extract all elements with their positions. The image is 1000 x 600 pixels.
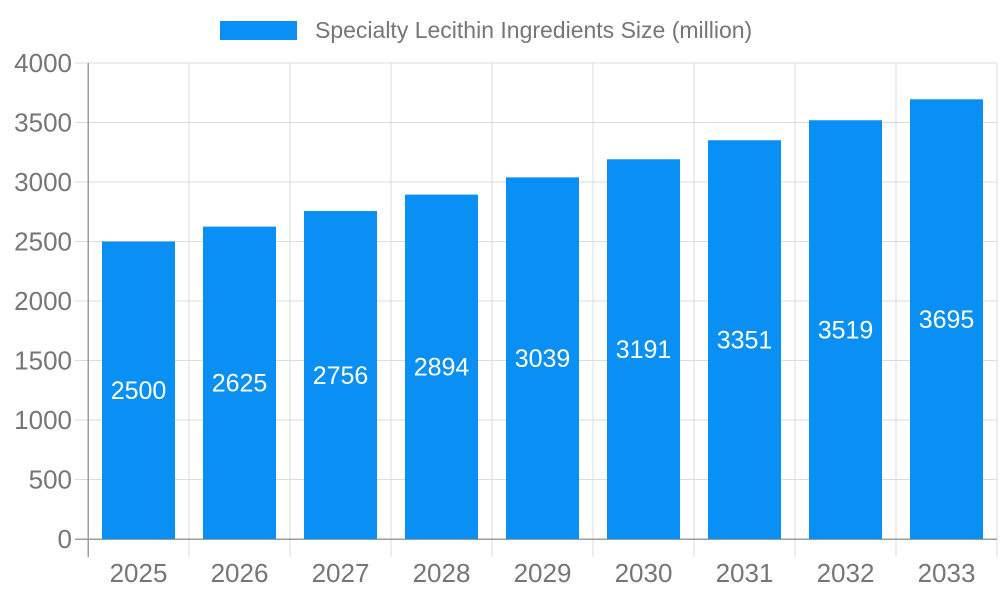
bar-2028[interactable] — [405, 194, 478, 539]
legend[interactable]: Specialty Lecithin Ingredients Size (mil… — [220, 13, 752, 47]
bar-value-label-2025: 2500 — [111, 377, 167, 405]
y-axis-tick-label: 0 — [58, 524, 72, 554]
x-axis-tick-label: 2031 — [716, 558, 774, 588]
legend-swatch[interactable] — [220, 20, 297, 40]
x-axis-tick-label: 2028 — [413, 558, 471, 588]
bar-2026[interactable] — [203, 226, 276, 539]
bar-value-label-2028: 2894 — [414, 354, 470, 382]
x-axis-tick-label: 2025 — [110, 558, 168, 588]
legend-label: Specialty Lecithin Ingredients Size (mil… — [315, 16, 753, 43]
y-axis-tick-label: 4000 — [14, 48, 72, 78]
bar-2025[interactable] — [102, 241, 175, 540]
x-axis-tick-label: 2029 — [514, 558, 572, 588]
y-axis-tick-label: 2000 — [14, 286, 72, 316]
y-axis-tick-label: 2500 — [14, 227, 72, 257]
bar-value-label-2032: 3519 — [818, 316, 874, 344]
bar-value-label-2031: 3351 — [717, 326, 773, 354]
bar-value-label-2033: 3695 — [919, 306, 975, 334]
x-axis-tick-label: 2033 — [918, 558, 976, 588]
bar-value-label-2029: 3039 — [515, 345, 571, 373]
bar-value-label-2027: 2756 — [313, 362, 369, 390]
y-axis-tick-label: 500 — [29, 465, 72, 495]
bar-2030[interactable] — [607, 159, 680, 539]
bar-2027[interactable] — [304, 211, 377, 539]
y-axis-tick-label: 3500 — [14, 108, 72, 138]
bar-value-label-2030: 3191 — [616, 336, 672, 364]
bar-2029[interactable] — [506, 177, 579, 539]
bar-value-label-2026: 2625 — [212, 370, 268, 398]
x-axis-tick-label: 2032 — [817, 558, 875, 588]
x-axis-tick-label: 2030 — [615, 558, 673, 588]
y-axis-tick-label: 1500 — [14, 346, 72, 376]
bar-2031[interactable] — [708, 140, 781, 539]
y-axis-tick-label: 3000 — [14, 167, 72, 197]
bar-2032[interactable] — [809, 120, 882, 539]
bar-2033[interactable] — [910, 99, 983, 540]
y-axis-tick-label: 1000 — [14, 405, 72, 435]
x-axis-tick-label: 2027 — [312, 558, 370, 588]
x-axis-tick-label: 2026 — [211, 558, 269, 588]
